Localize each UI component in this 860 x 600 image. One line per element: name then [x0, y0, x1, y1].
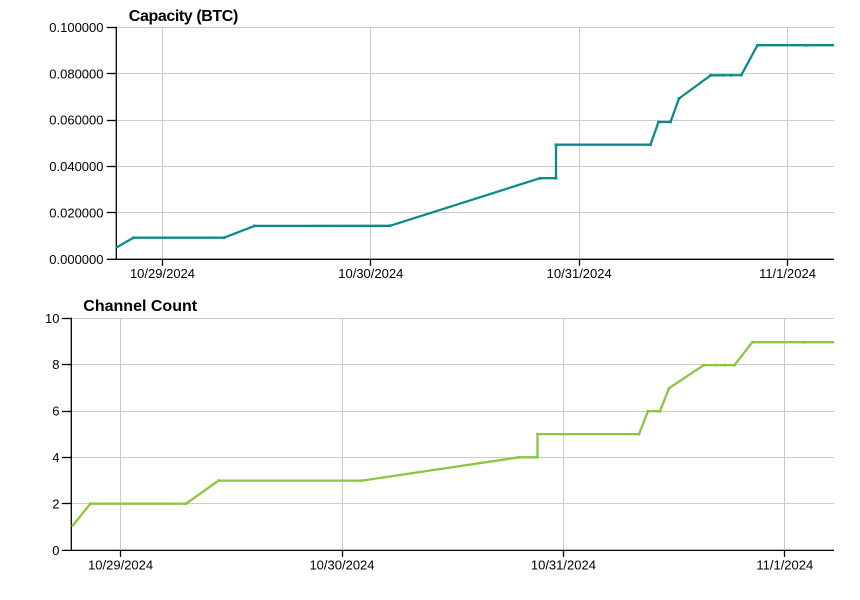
svg-text:2: 2 — [52, 496, 59, 511]
svg-text:Capacity (BTC): Capacity (BTC) — [129, 8, 238, 25]
svg-text:0.040000: 0.040000 — [49, 159, 103, 174]
svg-text:11/1/2024: 11/1/2024 — [759, 266, 816, 281]
svg-text:10: 10 — [45, 311, 59, 326]
svg-text:10/31/2024: 10/31/2024 — [547, 266, 612, 281]
svg-text:10/30/2024: 10/30/2024 — [309, 557, 374, 572]
svg-text:0.080000: 0.080000 — [49, 66, 103, 81]
svg-text:0.060000: 0.060000 — [49, 113, 103, 128]
svg-text:0.020000: 0.020000 — [49, 205, 103, 220]
svg-text:8: 8 — [52, 357, 59, 372]
svg-text:0.000000: 0.000000 — [49, 252, 103, 267]
svg-text:10/30/2024: 10/30/2024 — [338, 266, 403, 281]
svg-text:Channel Count: Channel Count — [83, 298, 197, 315]
svg-text:10/29/2024: 10/29/2024 — [88, 557, 153, 572]
svg-text:10/31/2024: 10/31/2024 — [531, 557, 596, 572]
svg-text:11/1/2024: 11/1/2024 — [756, 557, 813, 572]
svg-text:0.100000: 0.100000 — [49, 20, 103, 35]
svg-text:6: 6 — [52, 404, 59, 419]
svg-text:10/29/2024: 10/29/2024 — [130, 266, 195, 281]
svg-text:0: 0 — [52, 543, 59, 558]
svg-text:4: 4 — [52, 450, 59, 465]
